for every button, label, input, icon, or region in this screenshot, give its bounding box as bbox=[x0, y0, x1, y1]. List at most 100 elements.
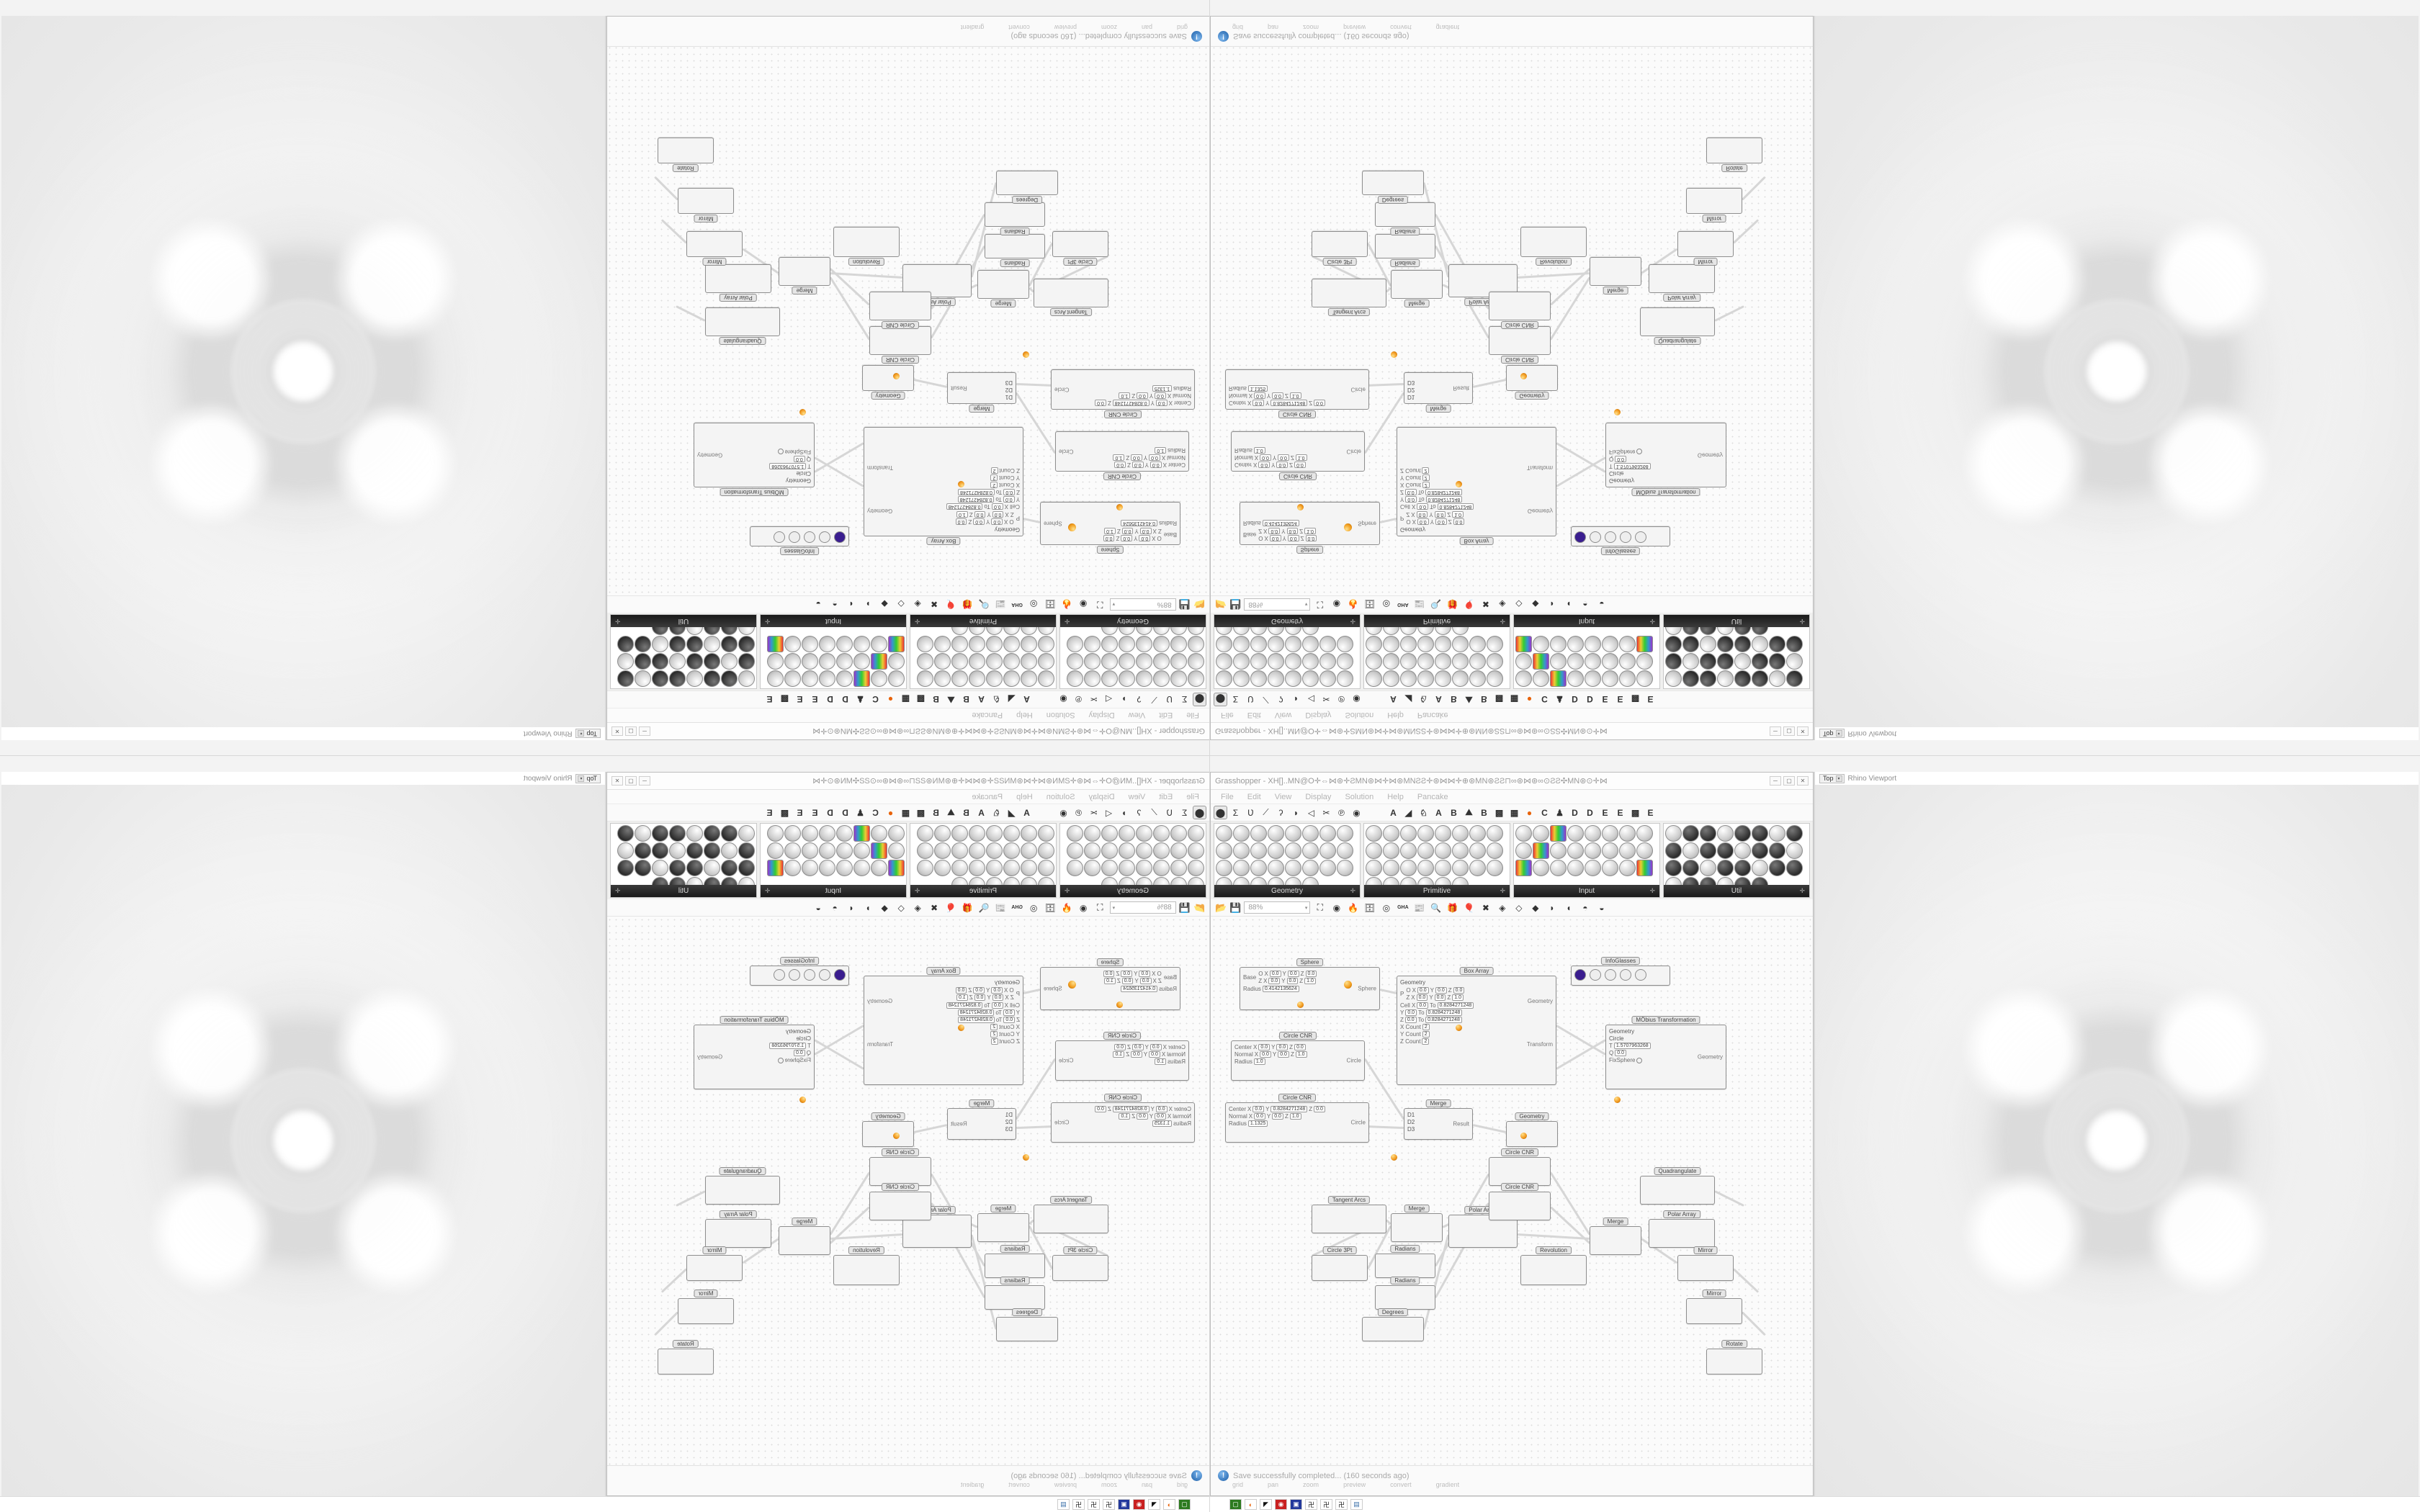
node-mobius[interactable]: MÖbius Transformation Geometry Circle T 1.57… bbox=[1605, 1016, 1726, 1089]
palette-button[interactable] bbox=[1435, 825, 1451, 842]
canvas-tool-15[interactable]: ◖ bbox=[848, 902, 854, 913]
param-value-field[interactable]: 0.0 bbox=[1155, 392, 1166, 399]
palette-button[interactable] bbox=[1268, 860, 1284, 876]
param-value-field[interactable]: 0.0 bbox=[1139, 971, 1151, 977]
param-value-field[interactable]: 1.0 bbox=[1104, 978, 1116, 984]
window-control-button[interactable]: ✕ bbox=[1797, 776, 1809, 786]
param-value-field[interactable]: 0.0 bbox=[992, 994, 1004, 1001]
palette-button[interactable] bbox=[951, 653, 968, 670]
canvas-tool-2[interactable]: 🔥 bbox=[1348, 599, 1359, 610]
palette-button[interactable] bbox=[1285, 627, 1301, 635]
tab-icon-3[interactable]: A bbox=[1435, 694, 1442, 705]
window-control-button[interactable]: ─ bbox=[639, 776, 650, 786]
palette-button[interactable] bbox=[871, 636, 887, 652]
param-value-field[interactable]: 0.0 bbox=[1252, 400, 1265, 406]
param-value-field[interactable]: 0.0 bbox=[1103, 971, 1115, 977]
param-value-field[interactable]: 0.0 bbox=[1149, 1051, 1160, 1058]
palette-button[interactable] bbox=[1383, 877, 1399, 885]
palette-button[interactable] bbox=[1285, 842, 1301, 859]
node-radians-2[interactable]: Radians bbox=[1375, 1277, 1435, 1310]
canvas-tool-15[interactable]: ◖ bbox=[1566, 902, 1572, 913]
menu-item-pancake[interactable]: Pancake bbox=[1417, 792, 1448, 801]
palette-button[interactable] bbox=[1101, 627, 1118, 635]
param-value-field[interactable]: 0.0 bbox=[1314, 400, 1325, 406]
param-value-field[interactable]: 0.0 bbox=[1258, 462, 1270, 468]
palette-button[interactable] bbox=[1136, 842, 1152, 859]
tab-icon-14[interactable]: E bbox=[812, 807, 818, 818]
palette-button[interactable] bbox=[1101, 860, 1118, 876]
palette-button[interactable] bbox=[1752, 653, 1768, 670]
status-tab-grid[interactable]: grid bbox=[1232, 24, 1244, 31]
tab-icon-10[interactable]: C bbox=[872, 807, 879, 818]
palette-button[interactable] bbox=[1752, 842, 1768, 859]
node-circle-3pt[interactable]: Circle 3Pt bbox=[1052, 1246, 1108, 1281]
param-value-field[interactable]: 0.4142135624 bbox=[1121, 520, 1158, 526]
tab-icon-9[interactable]: ● bbox=[1526, 807, 1533, 818]
palette-button[interactable] bbox=[1533, 860, 1549, 876]
canvas-tool-10[interactable]: ✖ bbox=[1482, 902, 1489, 913]
palette-button[interactable] bbox=[934, 842, 951, 859]
palette-button[interactable] bbox=[1769, 825, 1785, 842]
palette-button[interactable] bbox=[1021, 627, 1037, 635]
palette-button[interactable] bbox=[704, 670, 720, 687]
stack-badge-icon[interactable] bbox=[1620, 531, 1631, 543]
palette-button[interactable] bbox=[1337, 670, 1353, 687]
canvas-tool-14[interactable]: ◗ bbox=[1549, 902, 1555, 913]
slider-knob[interactable] bbox=[1391, 351, 1397, 358]
param-value-field[interactable]: 0.0 bbox=[1137, 1113, 1148, 1120]
tab-icon-11[interactable]: ♟ bbox=[856, 694, 864, 705]
status-tab-preview[interactable]: preview bbox=[1343, 1481, 1366, 1488]
tab-icon-4[interactable]: B bbox=[963, 694, 969, 705]
palette-button[interactable] bbox=[784, 636, 801, 652]
node-caption[interactable]: Polar Array bbox=[1663, 1210, 1700, 1218]
toolbar-icon[interactable]: ◉ bbox=[1133, 1499, 1145, 1510]
palette-button[interactable] bbox=[1682, 636, 1699, 652]
param-value-field[interactable]: 0.0 bbox=[1294, 462, 1306, 468]
node-caption[interactable]: Merge bbox=[1425, 405, 1451, 413]
palette-button[interactable] bbox=[969, 670, 985, 687]
palette-button[interactable] bbox=[1452, 860, 1469, 876]
node-caption[interactable]: Circle CNR bbox=[1104, 1094, 1142, 1102]
palette-button[interactable] bbox=[784, 653, 801, 670]
palette-button[interactable] bbox=[617, 670, 634, 687]
param-value-field[interactable]: 0.0 bbox=[1131, 454, 1142, 461]
palette-button[interactable] bbox=[1188, 860, 1204, 876]
node-caption[interactable]: Geometry bbox=[871, 1112, 905, 1120]
palette-button[interactable] bbox=[721, 627, 738, 635]
param-value-field[interactable]: 0.0 bbox=[1114, 462, 1126, 468]
palette-button[interactable] bbox=[853, 860, 870, 876]
node-caption[interactable]: Tangent Arcs bbox=[1327, 1196, 1371, 1204]
palette-button[interactable] bbox=[1469, 636, 1486, 652]
wing-icon[interactable]: ◁ bbox=[1307, 694, 1315, 705]
palette-button[interactable] bbox=[1734, 842, 1751, 859]
palette-button[interactable] bbox=[1682, 860, 1699, 876]
param-value-field[interactable]: 0.0 bbox=[1150, 462, 1162, 468]
chevron-down-icon[interactable]: ▾ bbox=[1304, 905, 1308, 911]
palette-button[interactable] bbox=[802, 825, 818, 842]
param-to-field[interactable]: 0.8284271248 bbox=[958, 489, 995, 495]
palette-button[interactable] bbox=[1383, 842, 1399, 859]
palette-button[interactable] bbox=[888, 842, 905, 859]
status-tab-convert[interactable]: convert bbox=[1008, 1481, 1030, 1488]
node-quadrangulate[interactable]: Quadrangulate bbox=[1640, 307, 1715, 345]
panel-expand-icon[interactable]: ✛ bbox=[1350, 887, 1355, 894]
palette-button[interactable] bbox=[1153, 653, 1170, 670]
param-value-field[interactable]: 1.0 bbox=[1119, 1113, 1131, 1120]
palette-button[interactable] bbox=[1216, 653, 1232, 670]
palette-button[interactable] bbox=[738, 627, 755, 635]
node-caption[interactable]: InfoGlasses bbox=[779, 957, 820, 965]
palette-button[interactable] bbox=[1786, 842, 1803, 859]
tab-icon-4[interactable]: B bbox=[963, 807, 969, 818]
palette-button[interactable] bbox=[1769, 860, 1785, 876]
palette-button[interactable] bbox=[1101, 825, 1118, 842]
panel-expand-icon[interactable]: ✛ bbox=[765, 618, 771, 625]
palette-button[interactable] bbox=[969, 877, 985, 885]
palette-button[interactable] bbox=[934, 653, 951, 670]
param-value-field[interactable]: 0.0 bbox=[973, 987, 985, 994]
tab-icon-0[interactable]: A bbox=[1390, 694, 1397, 705]
palette-button[interactable] bbox=[819, 860, 835, 876]
tab-icon-12[interactable]: D bbox=[1572, 694, 1578, 705]
node-caption[interactable]: Revolution bbox=[848, 1246, 884, 1254]
menu-item-help[interactable]: Help bbox=[1387, 711, 1404, 720]
node-sphere[interactable]: Sphere Base O X 0.0 Y 0.0 Z 0.0 Z X 0.0 Y 0.0 Z 1.0 Radi… bbox=[1040, 502, 1180, 554]
